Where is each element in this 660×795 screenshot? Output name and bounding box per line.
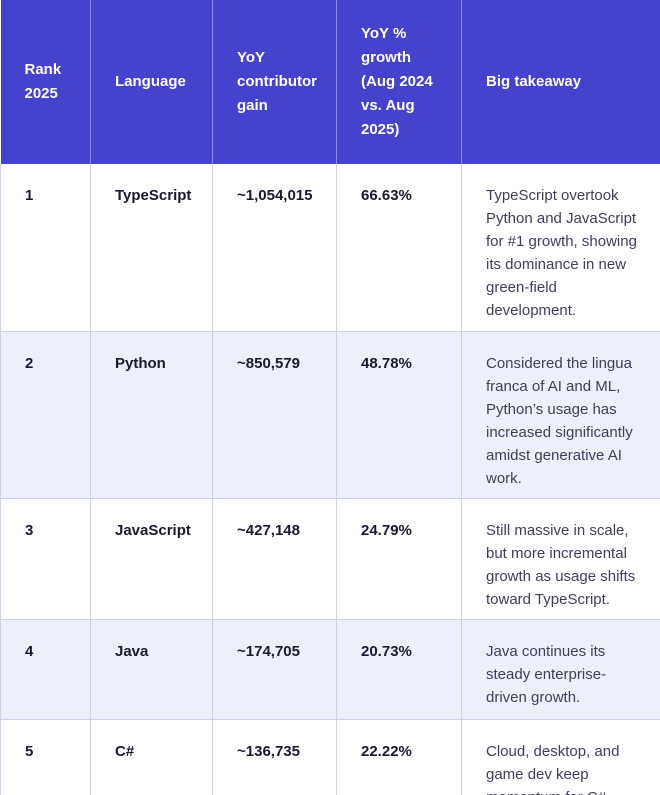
cell-percent-growth: 20.73% (336, 619, 462, 720)
header-row: Rank 2025 Language YoY contributor gain … (0, 0, 660, 164)
header-cell-rank: Rank 2025 (0, 0, 91, 164)
cell-language: JavaScript (90, 498, 213, 620)
header-cell-contributor-gain: YoY contributor gain (212, 0, 337, 164)
cell-rank: 2 (0, 331, 91, 499)
table-row-csharp: 5 C# ~136,735 22.22% Cloud, desktop, and… (0, 719, 660, 795)
cell-big-takeaway: Java continues its steady enterprise- dr… (461, 619, 660, 720)
cell-big-takeaway: Cloud, desktop, and game dev keep moment… (461, 719, 660, 795)
table-row-java: 4 Java ~174,705 20.73% Java continues it… (0, 619, 660, 720)
table-body: 1 TypeScript ~1,054,015 66.63% TypeScrip… (0, 164, 660, 795)
header-cell-big-takeaway: Big takeaway (461, 0, 660, 164)
cell-language: TypeScript (90, 164, 213, 332)
cell-contributor-gain: ~427,148 (212, 498, 337, 620)
cell-contributor-gain: ~136,735 (212, 719, 337, 795)
cell-percent-growth: 24.79% (336, 498, 462, 620)
cell-contributor-gain: ~1,054,015 (212, 164, 337, 332)
cell-rank: 5 (0, 719, 91, 795)
table-row-python: 2 Python ~850,579 48.78% Considered the … (0, 331, 660, 499)
cell-language: Java (90, 619, 213, 720)
cell-rank: 3 (0, 498, 91, 620)
cell-language: C# (90, 719, 213, 795)
cell-big-takeaway: Considered the lingua franca of AI and M… (461, 331, 660, 499)
cell-big-takeaway: TypeScript overtook Python and JavaScrip… (461, 164, 660, 332)
cell-big-takeaway: Still massive in scale, but more increme… (461, 498, 660, 620)
header-cell-percent-growth: YoY % growth (Aug 2024 vs. Aug 2025) (336, 0, 462, 164)
cell-contributor-gain: ~174,705 (212, 619, 337, 720)
cell-percent-growth: 22.22% (336, 719, 462, 795)
cell-contributor-gain: ~850,579 (212, 331, 337, 499)
header-cell-language: Language (90, 0, 213, 164)
cell-rank: 1 (0, 164, 91, 332)
cell-rank: 4 (0, 619, 91, 720)
cell-percent-growth: 66.63% (336, 164, 462, 332)
table-row-javascript: 3 JavaScript ~427,148 24.79% Still massi… (0, 498, 660, 620)
cell-language: Python (90, 331, 213, 499)
cell-percent-growth: 48.78% (336, 331, 462, 499)
table-header: Rank 2025 Language YoY contributor gain … (0, 0, 660, 164)
table-row-typescript: 1 TypeScript ~1,054,015 66.63% TypeScrip… (0, 164, 660, 332)
